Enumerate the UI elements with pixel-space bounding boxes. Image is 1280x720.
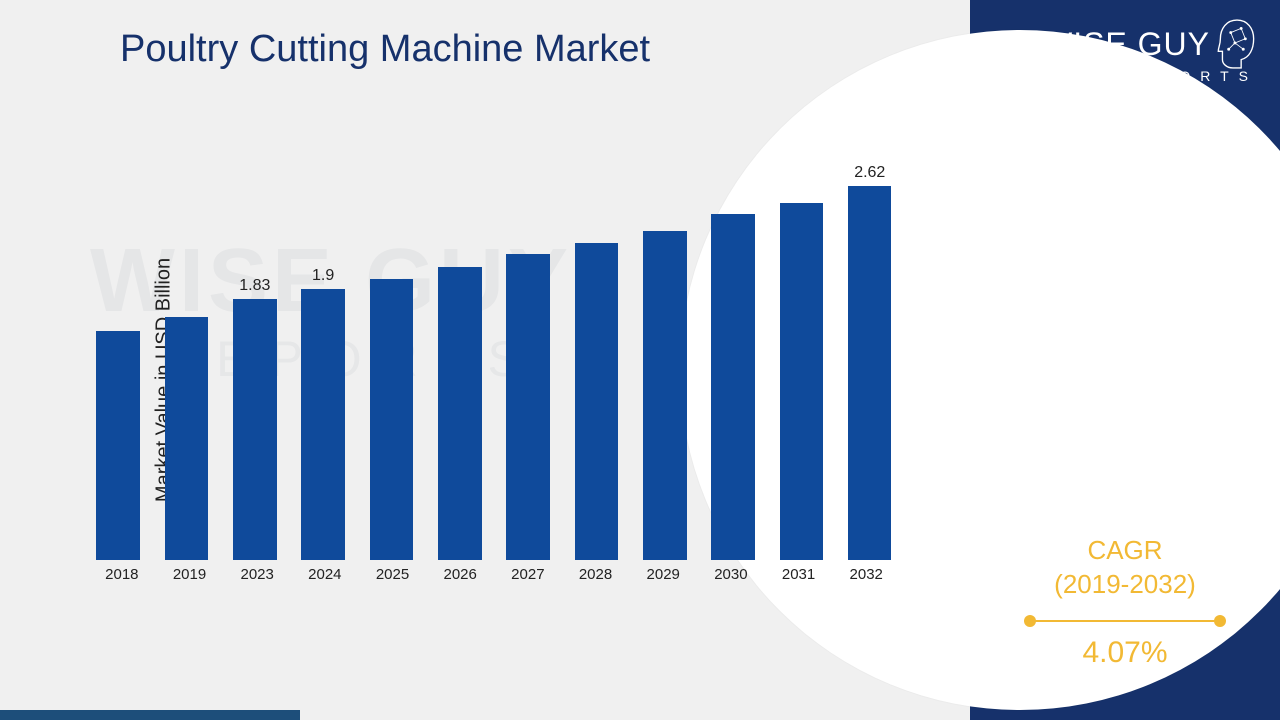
bar-column: [498, 160, 558, 560]
x-tick-label: 2032: [832, 566, 900, 583]
bar-value-label: 1.83: [239, 277, 270, 295]
bar: [301, 289, 344, 560]
cagr-period: (2019-2032): [1054, 569, 1196, 599]
chart-title: Poultry Cutting Machine Market: [120, 28, 650, 71]
bar-plot: 1.83 1.9 2.62: [88, 160, 900, 560]
bar-value-label: 2.62: [854, 164, 885, 182]
bar-column: [703, 160, 763, 560]
bar-column: [771, 160, 831, 560]
bar: [643, 231, 686, 560]
bar-column: [635, 160, 695, 560]
cagr-value: 4.07%: [1000, 636, 1250, 670]
x-tick-label: 2030: [697, 566, 765, 583]
logo-text-1: WISE GUY: [1042, 26, 1210, 63]
head-icon: [1216, 18, 1258, 70]
x-tick-label: 2026: [426, 566, 494, 583]
bar-column: 2.62: [840, 160, 900, 560]
x-tick-label: 2023: [223, 566, 291, 583]
bar-column: [430, 160, 490, 560]
x-tick-label: 2028: [562, 566, 630, 583]
brand-logo: WISE GUY REPORTS: [1042, 18, 1258, 84]
bar: [848, 186, 891, 560]
bar: [575, 243, 618, 560]
bar-column: 1.83: [225, 160, 285, 560]
cagr-label: CAGR: [1087, 535, 1162, 565]
bar-column: [361, 160, 421, 560]
left-area: Poultry Cutting Machine Market WISE GUY …: [0, 0, 970, 720]
bar: [165, 317, 208, 560]
cagr-block: CAGR (2019-2032) 4.07%: [1000, 534, 1250, 670]
cagr-title: CAGR (2019-2032): [1000, 534, 1250, 602]
chart-canvas: Poultry Cutting Machine Market WISE GUY …: [0, 0, 1280, 720]
bar: [780, 203, 823, 560]
bar-column: 1.9: [293, 160, 353, 560]
bar: [96, 331, 139, 560]
x-tick-label: 2024: [291, 566, 359, 583]
chart-area: Market Value in USD Billion 1.831.92.62 …: [60, 160, 900, 600]
x-axis-labels: 2018201920232024202520262027202820292030…: [88, 566, 900, 583]
x-tick-label: 2018: [88, 566, 156, 583]
x-tick-label: 2031: [765, 566, 833, 583]
logo-text-2: REPORTS: [1042, 68, 1258, 84]
bar: [711, 214, 754, 560]
bar: [438, 267, 481, 560]
bar: [506, 254, 549, 560]
bar-column: [156, 160, 216, 560]
x-tick-label: 2019: [156, 566, 224, 583]
bar: [370, 279, 413, 560]
bar-value-label: 1.9: [312, 267, 334, 285]
cagr-divider: [1030, 620, 1220, 622]
bar: [233, 299, 276, 560]
x-tick-label: 2025: [359, 566, 427, 583]
x-tick-label: 2027: [494, 566, 562, 583]
bar-column: [566, 160, 626, 560]
bottom-strip: [0, 710, 300, 720]
bar-column: [88, 160, 148, 560]
x-tick-label: 2029: [629, 566, 697, 583]
logo-main: WISE GUY: [1042, 18, 1258, 70]
